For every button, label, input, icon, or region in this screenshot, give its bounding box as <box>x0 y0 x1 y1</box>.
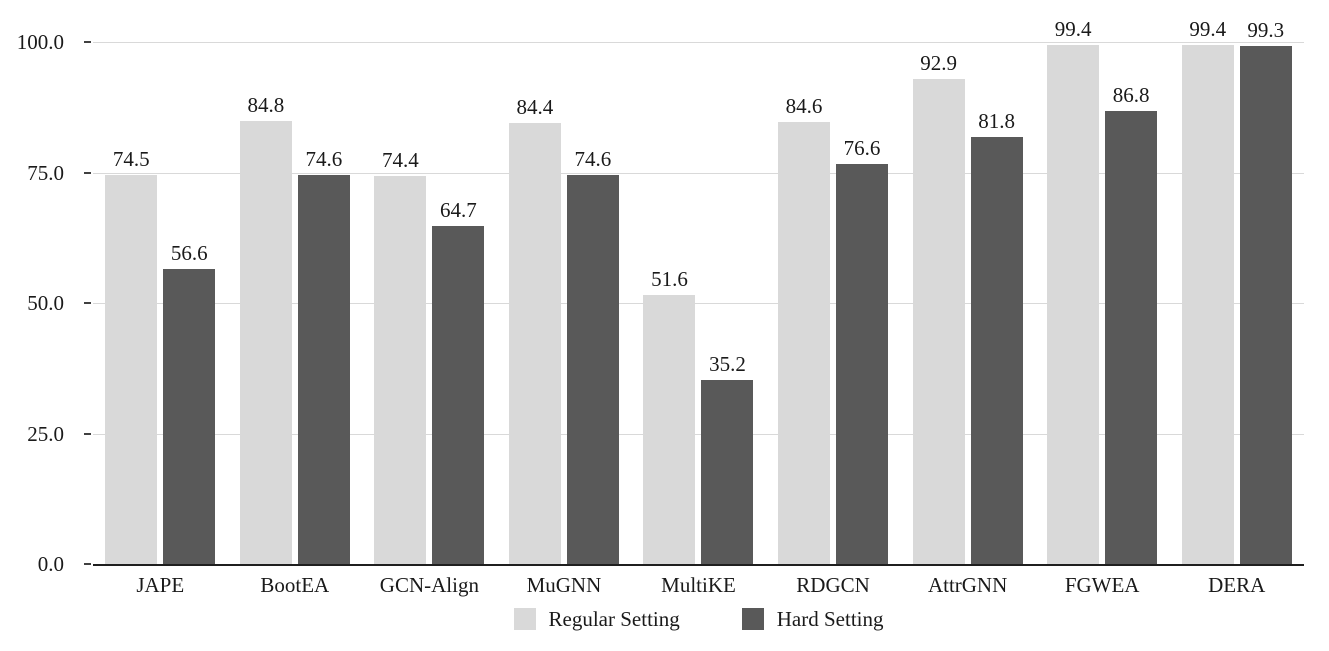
bar-value-label: 74.5 <box>112 147 150 172</box>
bar-regular-setting-gcn-align[interactable]: 74.4 <box>374 149 427 564</box>
x-axis-label-dera: DERA <box>1208 573 1266 597</box>
bar-value-label: 84.4 <box>516 95 554 120</box>
bar-group-bootea: 84.8 74.6 <box>228 42 363 564</box>
bar-value-label: 74.6 <box>574 146 612 171</box>
bar-hard-setting-dera[interactable]: 99.3 <box>1239 19 1292 564</box>
bar-group-multike: 51.6 35.2 <box>631 42 766 564</box>
legend-swatch <box>513 608 536 630</box>
bar-value-label: 56.6 <box>170 240 208 265</box>
legend-item-regular-setting[interactable]: Regular Setting <box>513 606 680 631</box>
bar-value-label: 84.6 <box>785 94 823 119</box>
bar-hard-setting-bootea[interactable]: 74.6 <box>297 148 350 564</box>
bar-group-mugnn: 84.4 74.6 <box>497 42 632 564</box>
y-axis-tick-mark <box>84 171 91 174</box>
bar-value-label: 86.8 <box>1112 82 1150 107</box>
y-axis-tick-mark <box>84 563 91 565</box>
bar-value-label: 35.2 <box>709 352 746 377</box>
bar-value-label: 74.4 <box>382 147 419 172</box>
x-axis-label-fgwea: FGWEA <box>1064 573 1140 597</box>
y-tick-label: 0.0 <box>37 552 64 576</box>
bar-regular-setting-attrgnn[interactable]: 92.9 <box>912 53 965 564</box>
x-axis-label-gcn-align: GCN-Align <box>379 573 479 597</box>
gridline <box>93 42 1304 43</box>
bar-regular-setting-jape[interactable]: 74.5 <box>105 149 158 564</box>
bar-group-attrgnn: 92.9 81.8 <box>900 42 1035 564</box>
bar-group-fgwea: 99.4 86.8 <box>1035 19 1170 564</box>
x-axis-label-jape: JAPE <box>136 573 185 597</box>
bar-value-label: 84.8 <box>247 93 285 118</box>
bar-regular-setting-bootea[interactable]: 84.8 <box>239 95 292 564</box>
y-tick-label: 25.0 <box>27 421 64 446</box>
legend-label: Regular Setting <box>548 606 680 631</box>
bar-value-label: 76.6 <box>843 136 881 161</box>
gridline <box>93 303 1304 304</box>
bar-regular-setting-dera[interactable]: 99.4 <box>1181 19 1234 564</box>
chart-legend: Regular Setting Hard Setting <box>93 608 1304 630</box>
bar-hard-setting-multike[interactable]: 35.2 <box>701 354 754 564</box>
bar-hard-setting-mugnn[interactable]: 74.6 <box>566 148 619 564</box>
bar-group-jape: 74.5 56.6 <box>93 42 228 564</box>
y-axis-tick-mark <box>84 41 91 43</box>
bar-regular-setting-multike[interactable]: 51.6 <box>643 268 696 564</box>
bar-group-rdgcn: 84.6 76.6 <box>766 42 901 564</box>
y-tick-label: 50.0 <box>27 291 64 315</box>
bar-value-label: 64.7 <box>440 198 477 223</box>
bar-value-label: 51.6 <box>651 266 688 291</box>
bar-value-label: 99.3 <box>1247 17 1285 42</box>
legend-item-hard-setting[interactable]: Hard Setting <box>741 606 884 631</box>
y-axis-tick-mark <box>84 432 91 435</box>
y-tick-label: 75.0 <box>27 160 64 185</box>
x-axis-label-rdgcn: RDGCN <box>796 573 870 597</box>
bar-value-label: 81.8 <box>978 109 1015 134</box>
bar-value-label: 99.4 <box>1054 17 1092 42</box>
bar-hard-setting-jape[interactable]: 56.6 <box>163 242 216 564</box>
bar-regular-setting-mugnn[interactable]: 84.4 <box>508 97 561 564</box>
bar-value-label: 99.4 <box>1189 17 1227 42</box>
bar-group-dera: 99.4 99.3 <box>1169 19 1304 564</box>
gridline <box>93 172 1304 174</box>
bar-regular-setting-fgwea[interactable]: 99.4 <box>1047 19 1100 564</box>
legend-swatch <box>741 608 764 630</box>
plot-area: 74.5 56.6 84.8 74.6 74.4 64.7 84.4 74.6 51.6 35.2… <box>93 19 1304 566</box>
gridline <box>93 433 1304 435</box>
bar-value-label: 92.9 <box>920 51 957 76</box>
bar-hard-setting-rdgcn[interactable]: 76.6 <box>836 138 889 564</box>
bar-hard-setting-fgwea[interactable]: 86.8 <box>1105 84 1158 564</box>
x-axis-label-mugnn: MuGNN <box>526 573 602 597</box>
x-axis-label-attrgnn: AttrGNN <box>927 573 1008 597</box>
bar-hard-setting-gcn-align[interactable]: 64.7 <box>432 200 485 564</box>
legend-label: Hard Setting <box>776 606 884 631</box>
bar-hard-setting-attrgnn[interactable]: 81.8 <box>970 111 1023 564</box>
x-axis-label-multike: MultiKE <box>661 573 736 597</box>
y-axis-tick-mark <box>84 302 91 304</box>
y-tick-label: 100.0 <box>16 30 64 54</box>
x-axis-label-bootea: BootEA <box>260 573 330 597</box>
bar-regular-setting-rdgcn[interactable]: 84.6 <box>778 96 831 564</box>
bar-group-gcn-align: 74.4 64.7 <box>362 42 497 564</box>
bar-value-label: 74.6 <box>305 146 343 171</box>
